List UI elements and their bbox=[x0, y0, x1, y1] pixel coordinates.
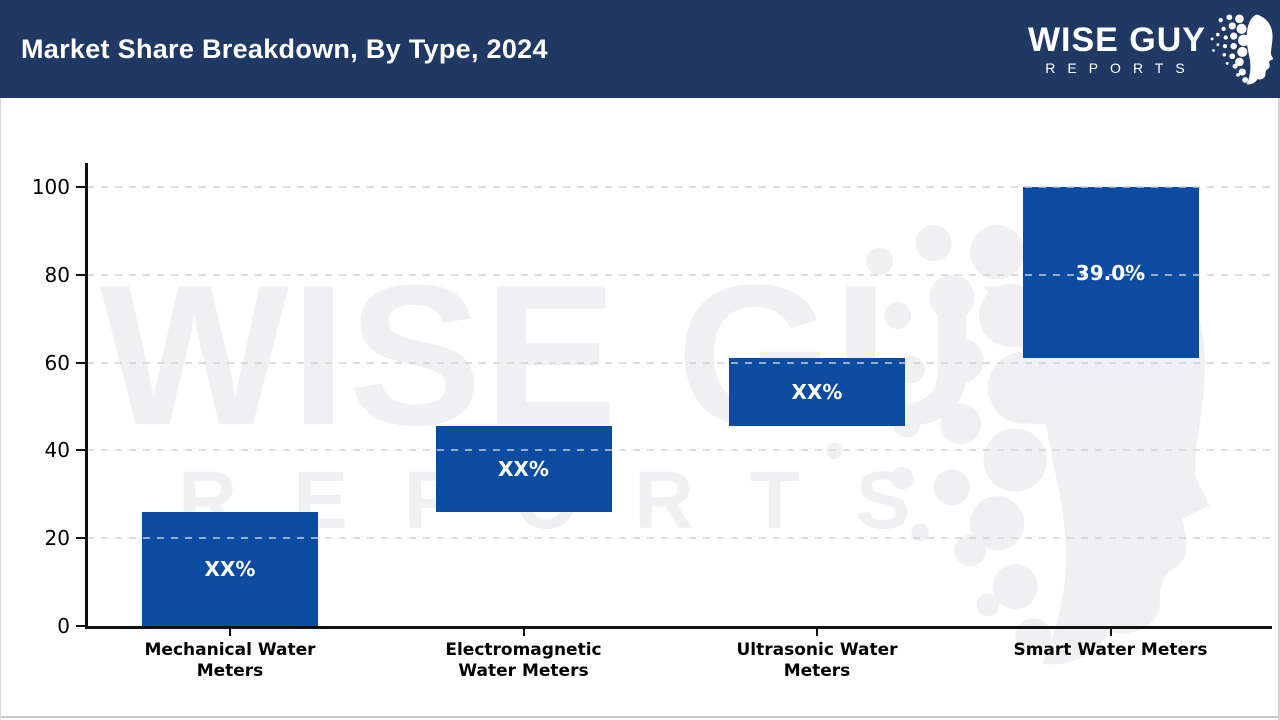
bar-segment bbox=[142, 511, 318, 626]
gridline bbox=[87, 361, 1272, 364]
y-axis-tick bbox=[76, 625, 85, 627]
y-axis-tick-label: 20 bbox=[44, 526, 70, 551]
dotted-face-profile-icon bbox=[1210, 14, 1274, 85]
y-axis-tick-label: 100 bbox=[31, 175, 70, 200]
y-axis-tick bbox=[76, 537, 85, 540]
x-axis-category-label: Mechanical Water Meters bbox=[144, 640, 316, 681]
brand-subtitle: REPORTS bbox=[1045, 60, 1197, 76]
y-axis-tick bbox=[76, 186, 85, 189]
page-bottom-border bbox=[0, 716, 1280, 718]
gridline bbox=[87, 449, 1272, 452]
header-banner: Market Share Breakdown, By Type, 2024 WI… bbox=[0, 0, 1280, 98]
bar-segment bbox=[1022, 187, 1199, 359]
bar-value-label: 39.0% bbox=[1075, 260, 1146, 285]
bar-value-label: XX% bbox=[204, 556, 256, 581]
x-axis-category-label: Smart Water Meters bbox=[1013, 640, 1208, 660]
y-axis-tick bbox=[76, 273, 85, 276]
page-right-border bbox=[1278, 98, 1280, 720]
x-axis-tick bbox=[1109, 629, 1112, 636]
x-axis-tick bbox=[229, 629, 231, 636]
gridline bbox=[87, 186, 1272, 189]
bar-value-label: XX% bbox=[498, 457, 549, 482]
y-axis-tick-label: 0 bbox=[57, 614, 70, 638]
page-left-border bbox=[0, 98, 1, 720]
bar-segment bbox=[729, 358, 905, 427]
bar-segment bbox=[435, 426, 612, 512]
page-title: Market Share Breakdown, By Type, 2024 bbox=[21, 33, 548, 64]
y-axis-tick bbox=[76, 361, 85, 364]
x-axis-category-label: Ultrasonic Water Meters bbox=[736, 640, 898, 681]
bar-value-label: XX% bbox=[791, 380, 843, 405]
y-axis-tick bbox=[76, 449, 85, 452]
x-axis-line bbox=[85, 626, 1272, 629]
y-axis-tick-label: 40 bbox=[44, 438, 70, 463]
brand-name: WISE GUY bbox=[1027, 21, 1206, 59]
brand-logo: WISE GUY REPORTS bbox=[1028, 0, 1274, 98]
y-axis-line bbox=[85, 163, 88, 629]
x-axis-tick bbox=[816, 629, 818, 636]
y-axis-tick-label: 80 bbox=[44, 262, 70, 287]
brand-logo-text: WISE GUY REPORTS bbox=[1028, 23, 1206, 75]
x-axis-category-label: Electromagnetic Water Meters bbox=[445, 640, 602, 681]
y-axis-tick-label: 60 bbox=[44, 350, 70, 375]
chart-plot-area: WISE GUY REPORTS XX%XX%XX%39.0%020406080… bbox=[0, 98, 1280, 720]
gridline bbox=[87, 537, 1272, 540]
gridline bbox=[87, 273, 1272, 276]
x-axis-tick bbox=[522, 629, 525, 636]
